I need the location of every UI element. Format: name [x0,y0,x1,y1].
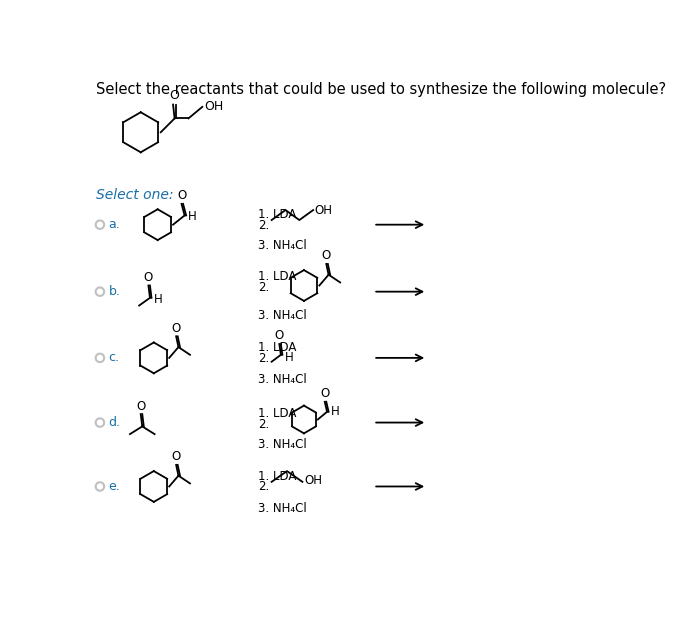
Text: O: O [171,322,181,335]
Text: O: O [136,399,146,412]
Text: 3. NH₄Cl: 3. NH₄Cl [258,373,306,386]
Text: c.: c. [108,351,119,365]
Text: OH: OH [204,101,223,114]
Text: 2.: 2. [258,281,269,294]
Text: 2.: 2. [258,219,269,232]
Text: 1. LDA: 1. LDA [258,341,296,354]
Text: O: O [177,189,186,202]
Text: OH: OH [304,474,322,487]
Text: O: O [274,330,284,342]
Text: e.: e. [108,480,120,493]
Text: 2.: 2. [258,418,269,431]
Text: Select the reactants that could be used to synthesize the following molecule?: Select the reactants that could be used … [96,82,666,97]
Text: 2.: 2. [258,351,269,365]
Text: d.: d. [108,416,121,429]
Text: 3. NH₄Cl: 3. NH₄Cl [258,438,306,451]
Text: O: O [320,388,329,400]
Text: 3. NH₄Cl: 3. NH₄Cl [258,238,306,252]
Text: O: O [322,250,331,263]
Text: 3. NH₄Cl: 3. NH₄Cl [258,502,306,515]
Text: 1. LDA: 1. LDA [258,407,296,420]
Text: O: O [169,89,179,102]
Text: H: H [154,293,163,306]
Text: Select one:: Select one: [96,189,173,202]
Text: O: O [171,450,181,463]
Text: b.: b. [108,285,121,298]
Text: H: H [331,406,340,419]
Text: 1. LDA: 1. LDA [258,469,296,483]
Text: a.: a. [108,218,120,231]
Text: 1. LDA: 1. LDA [258,208,296,220]
Text: OH: OH [315,204,333,217]
Text: 3. NH₄Cl: 3. NH₄Cl [258,309,306,322]
Text: O: O [143,271,153,284]
Text: 1. LDA: 1. LDA [258,270,296,283]
Text: H: H [188,211,196,224]
Text: 2.: 2. [258,480,269,493]
Text: H: H [285,351,293,364]
